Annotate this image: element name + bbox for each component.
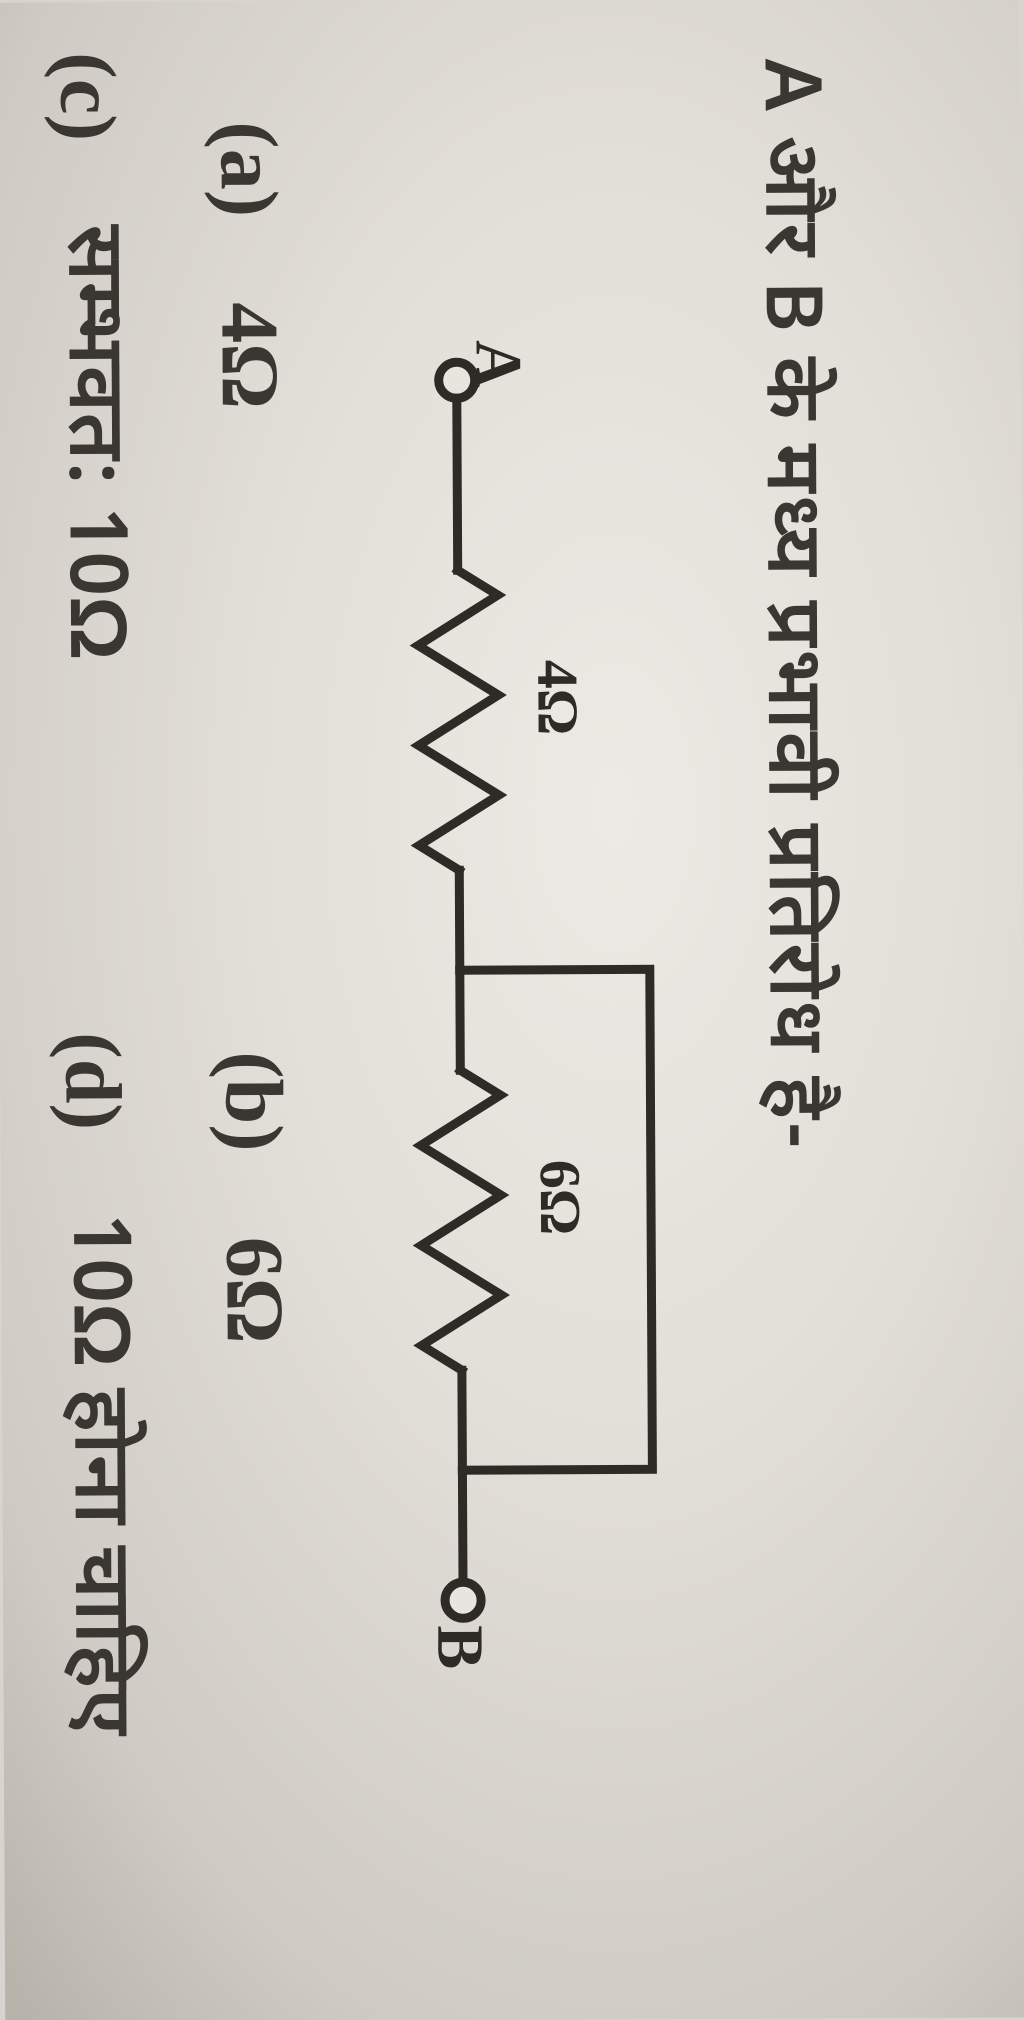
- option-b: (b) 6Ω: [200, 1051, 310, 1852]
- option-a-marker: (a): [203, 121, 294, 217]
- wire-r1-junction: [459, 870, 460, 970]
- resistor-r1: [418, 570, 500, 870]
- wire-r2-junction2: [462, 1370, 463, 1470]
- option-a-text: 4Ω: [204, 302, 296, 409]
- option-c: (c) सम्भवत: 10Ω: [35, 52, 145, 1003]
- wire-junction-r2: [460, 970, 461, 1070]
- terminal-a-label: A: [461, 340, 534, 388]
- option-c-text: सम्भवत: 10Ω: [36, 224, 143, 661]
- option-d-text: 10Ω होना चाहिए: [41, 1213, 149, 1735]
- option-b-text: 6Ω: [209, 1237, 301, 1344]
- question-stem: A और B के मध्य प्रभावी प्रतिरोध है-: [735, 58, 842, 1958]
- terminal-b-label: B: [423, 1625, 496, 1669]
- spacer: [36, 162, 141, 204]
- option-c-marker: (c): [43, 52, 131, 141]
- resistor-r1-label: 4Ω: [525, 660, 590, 736]
- spacer: [201, 1173, 307, 1216]
- circuit-diagram: A 4Ω 6Ω: [366, 319, 713, 1721]
- resistor-r2-label: 6Ω: [528, 1160, 593, 1236]
- spacer: [196, 238, 302, 281]
- option-d-marker: (d): [48, 1032, 137, 1130]
- spacer: [41, 1151, 146, 1193]
- resistor-r2: [420, 1070, 502, 1370]
- option-d: (d) 10Ω होना चाहिए: [40, 1032, 150, 1993]
- option-a: (a) 4Ω: [195, 121, 305, 822]
- option-b-marker: (b): [208, 1051, 300, 1152]
- terminal-b-node: [445, 1582, 481, 1618]
- wire-a-r1: [457, 398, 458, 570]
- page: A और B के मध्य प्रभावी प्रतिरोध है- A 4Ω: [0, 0, 1024, 2020]
